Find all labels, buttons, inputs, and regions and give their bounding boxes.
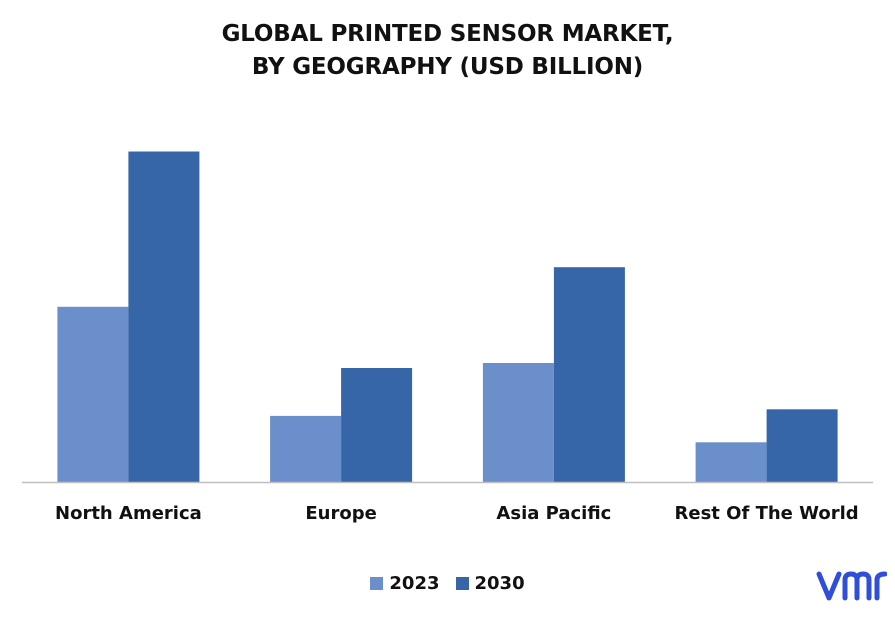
x-tick-label: Asia Pacific	[496, 503, 611, 524]
bar-2030-asia-pacific	[553, 267, 625, 482]
legend-swatch-2023	[370, 577, 384, 590]
chart-title-line-1: GLOBAL PRINTED SENSOR MARKET,	[221, 21, 674, 47]
legend-item-2030: 2030	[455, 573, 525, 594]
bar-2030-rest-of-the-world	[766, 409, 838, 482]
x-tick-label: Europe	[305, 503, 376, 524]
bar-2023-asia-pacific	[482, 363, 554, 482]
legend-label-2030: 2030	[474, 573, 525, 594]
chart-title-line-2: BY GEOGRAPHY (USD BILLION)	[251, 54, 644, 80]
x-tick-label: North America	[55, 503, 202, 524]
bar-2030-north-america	[128, 151, 200, 482]
x-tick-label: Rest Of The World	[675, 503, 859, 524]
legend-swatch-2030	[455, 577, 469, 590]
bar-2030-europe	[341, 368, 413, 482]
vmr-logo	[816, 571, 887, 601]
bar-2023-europe	[270, 415, 342, 482]
chart-legend: 2023 2030	[0, 573, 895, 594]
bar-chart: North America Europe Asia Pacific Rest Of T…	[22, 151, 873, 524]
chart-title: GLOBAL PRINTED SENSOR MARKET, BY GEOGRAP…	[0, 18, 895, 84]
bar-2023-north-america	[57, 306, 129, 482]
legend-label-2023: 2023	[389, 573, 440, 594]
bar-2023-rest-of-the-world	[695, 442, 767, 482]
legend-item-2023: 2023	[370, 573, 440, 594]
